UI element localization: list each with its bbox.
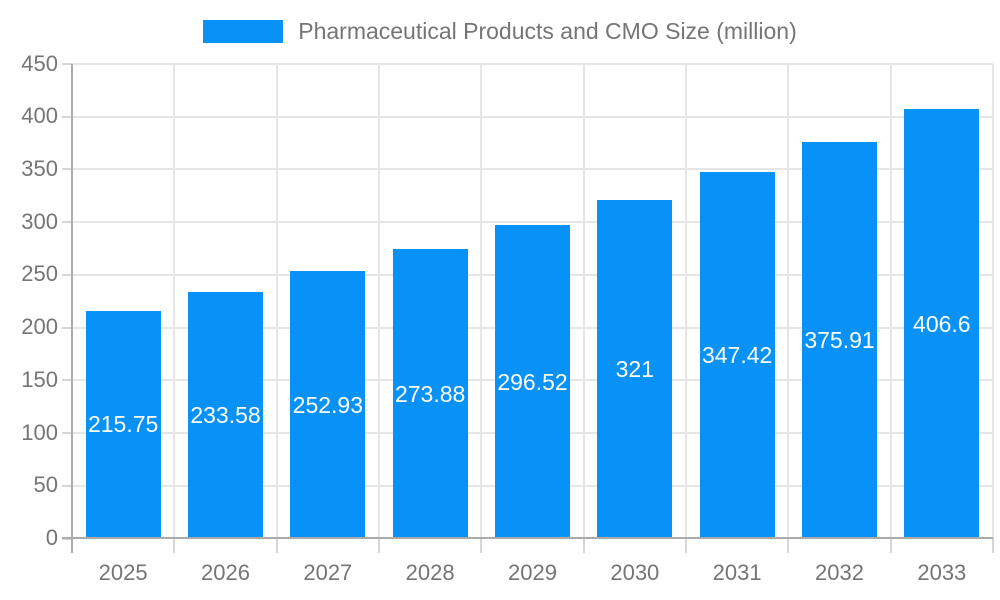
bar-value-label: 273.88	[394, 380, 466, 407]
y-gridline	[72, 115, 993, 118]
bar[interactable]	[699, 171, 775, 538]
x-gridline	[685, 63, 687, 538]
x-gridline	[480, 63, 483, 538]
y-axis-line	[71, 63, 73, 553]
bar[interactable]	[85, 310, 161, 538]
y-gridline	[72, 168, 993, 171]
bar[interactable]	[597, 199, 673, 538]
x-gridline	[275, 63, 278, 538]
x-tick-mark	[173, 538, 176, 553]
x-tick-mark	[378, 538, 380, 553]
bar[interactable]	[495, 225, 570, 538]
y-tick-mark	[62, 168, 72, 171]
x-tick-mark	[685, 538, 687, 553]
x-gridline	[582, 63, 585, 538]
y-axis-tick-label: 100	[21, 419, 58, 445]
y-gridline	[72, 63, 993, 65]
x-tick-mark	[992, 538, 994, 553]
y-tick-mark	[62, 379, 72, 382]
x-axis-tick-label: 2029	[508, 560, 557, 585]
bar-value-label: 233.58	[190, 401, 261, 428]
x-gridline	[992, 63, 994, 538]
x-tick-mark	[582, 538, 585, 553]
y-axis-tick-label: 200	[21, 314, 58, 340]
chart-legend[interactable]: Pharmaceutical Products and CMO Size (mi…	[0, 18, 1000, 45]
y-axis-tick-label: 50	[33, 472, 58, 498]
bar[interactable]	[802, 141, 877, 538]
bar[interactable]	[188, 291, 263, 538]
y-gridline	[72, 221, 993, 224]
x-axis-tick-label: 2026	[201, 560, 250, 585]
y-tick-mark	[62, 484, 72, 487]
x-tick-mark	[787, 538, 790, 553]
bar[interactable]	[290, 271, 366, 538]
x-axis-tick-label: 2032	[815, 560, 864, 585]
bar[interactable]	[904, 109, 980, 538]
y-axis-tick-label: 400	[21, 103, 58, 129]
bar-value-label: 252.93	[292, 391, 364, 418]
x-gridline	[173, 63, 176, 538]
bar-value-label: 215.75	[87, 411, 159, 438]
bar[interactable]	[392, 249, 468, 538]
x-axis-tick-label: 2025	[98, 560, 148, 585]
x-gridline	[889, 63, 892, 538]
y-axis-tick-label: 350	[21, 155, 58, 181]
bar-value-label: 375.91	[804, 326, 875, 353]
bar-value-label: 347.42	[701, 341, 773, 368]
bar-value-label: 321	[615, 355, 655, 382]
y-tick-mark	[62, 63, 72, 65]
x-axis-tick-label: 2028	[405, 560, 455, 585]
y-tick-mark	[62, 221, 72, 224]
y-axis-tick-label: 450	[21, 50, 58, 76]
x-gridline	[787, 63, 790, 538]
bar-value-label: 406.6	[913, 310, 971, 337]
y-axis-tick-label: 250	[21, 261, 58, 287]
y-axis-tick-label: 150	[21, 366, 58, 392]
y-tick-mark	[62, 432, 72, 435]
legend-swatch-icon	[203, 20, 284, 43]
x-axis-tick-label: 2027	[303, 560, 353, 585]
x-tick-mark	[480, 538, 483, 553]
y-tick-mark	[62, 115, 72, 118]
x-tick-mark	[889, 538, 892, 553]
x-tick-mark	[275, 538, 278, 553]
y-tick-mark	[62, 326, 72, 329]
legend-label: Pharmaceutical Products and CMO Size (mi…	[298, 18, 797, 44]
bar-value-label: 296.52	[497, 368, 568, 395]
y-axis-tick-label: 0	[45, 525, 58, 550]
y-axis-tick-label: 300	[21, 208, 58, 234]
y-tick-mark	[62, 273, 72, 276]
x-axis-tick-label: 2033	[917, 560, 967, 585]
x-gridline	[378, 63, 380, 538]
x-axis-line	[62, 537, 993, 539]
x-axis-tick-label: 2030	[610, 560, 660, 585]
x-axis-tick-label: 2031	[712, 560, 762, 585]
